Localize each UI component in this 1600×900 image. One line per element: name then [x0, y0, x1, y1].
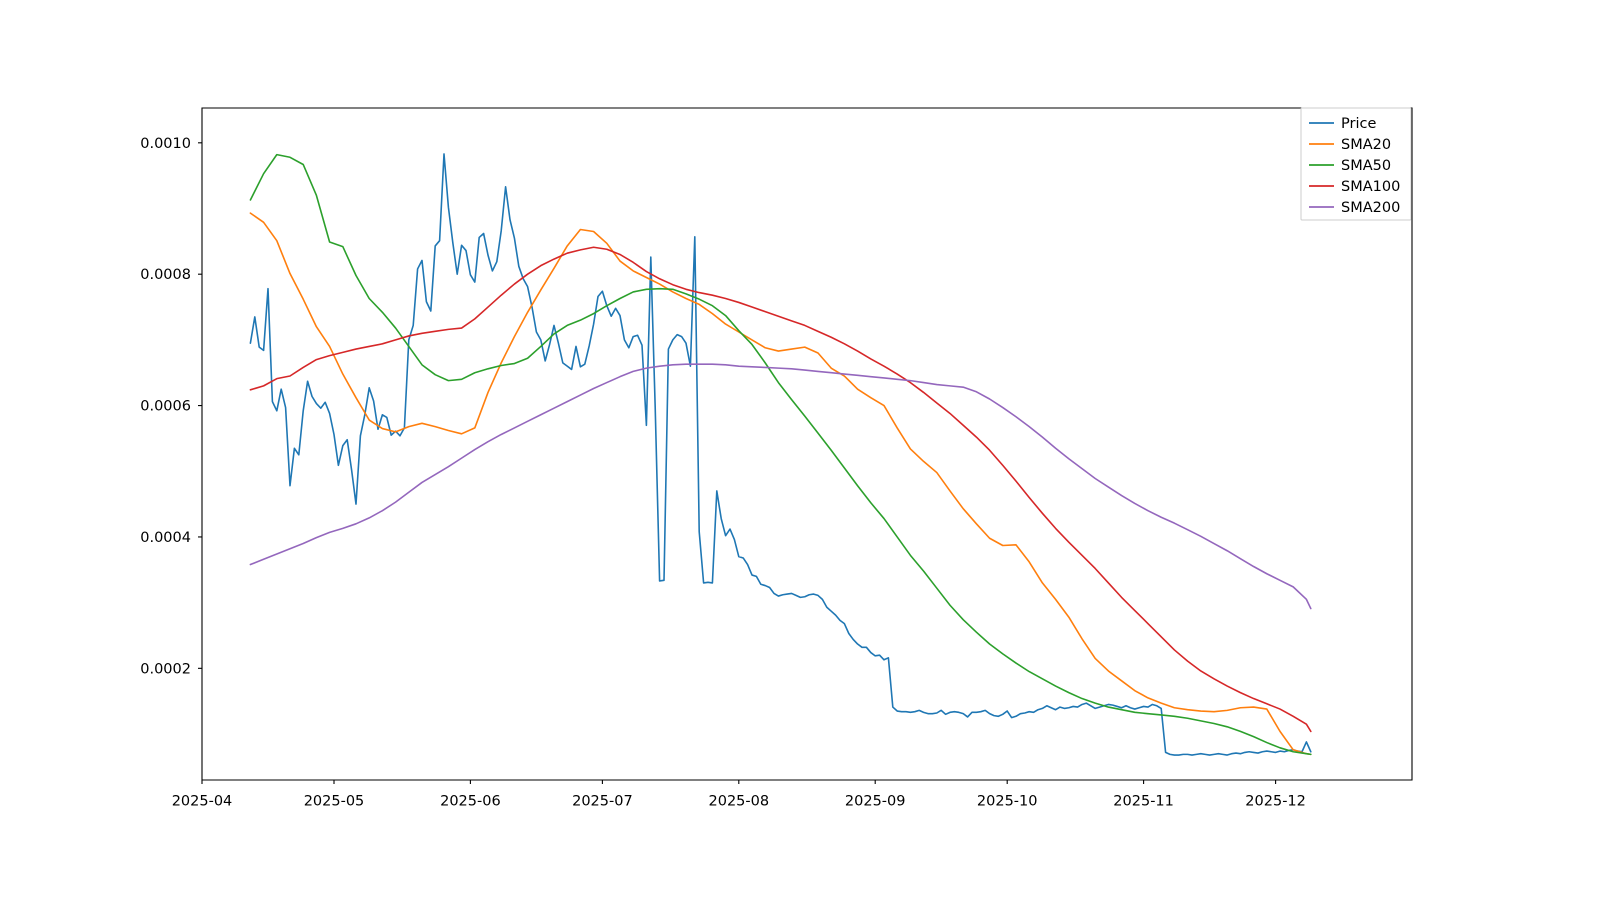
legend-label-sma20: SMA20 [1341, 137, 1391, 153]
x-tick-label: 2025-06 [440, 794, 501, 810]
plot-area-spines [201, 107, 1413, 781]
legend-label-sma50: SMA50 [1341, 158, 1391, 174]
legend-label-price: Price [1341, 116, 1376, 132]
chart-legend[interactable]: Price SMA20 SMA50 SMA100 SMA200 [1300, 107, 1412, 221]
legend-label-sma200: SMA200 [1341, 200, 1400, 216]
x-tick-label: 2025-09 [845, 794, 906, 810]
x-tick-label: 2025-11 [1113, 794, 1174, 810]
x-tick-label: 2025-08 [709, 794, 770, 810]
x-tick-label: 2025-12 [1245, 794, 1306, 810]
y-tick-label: 0.0004 [140, 530, 191, 546]
y-tick-marks [198, 142, 202, 669]
y-tick-label: 0.0002 [140, 661, 191, 677]
legend-label-sma100: SMA100 [1341, 179, 1400, 195]
x-tick-label: 2025-07 [572, 794, 633, 810]
data-series-group [249, 153, 1312, 756]
y-tick-labels: 0.0002 0.0004 0.0006 0.0008 0.0010 [140, 136, 191, 678]
x-tick-label: 2025-05 [304, 794, 365, 810]
series-line-sma100 [249, 246, 1312, 733]
x-tick-marks [201, 780, 1277, 784]
legend-frame [1300, 107, 1412, 221]
axes-box [201, 107, 1413, 781]
series-line-price [249, 153, 1312, 756]
series-line-sma50 [249, 153, 1312, 756]
y-tick-label: 0.0008 [140, 267, 191, 283]
x-tick-labels: 2025-04 2025-05 2025-06 2025-07 2025-08 2025-… [172, 794, 1306, 810]
series-line-sma20 [249, 212, 1312, 756]
x-tick-label: 2025-04 [172, 794, 233, 810]
y-tick-label: 0.0010 [140, 136, 191, 152]
y-tick-label: 0.0006 [140, 399, 191, 415]
series-line-sma200 [249, 363, 1312, 610]
x-tick-label: 2025-10 [977, 794, 1038, 810]
